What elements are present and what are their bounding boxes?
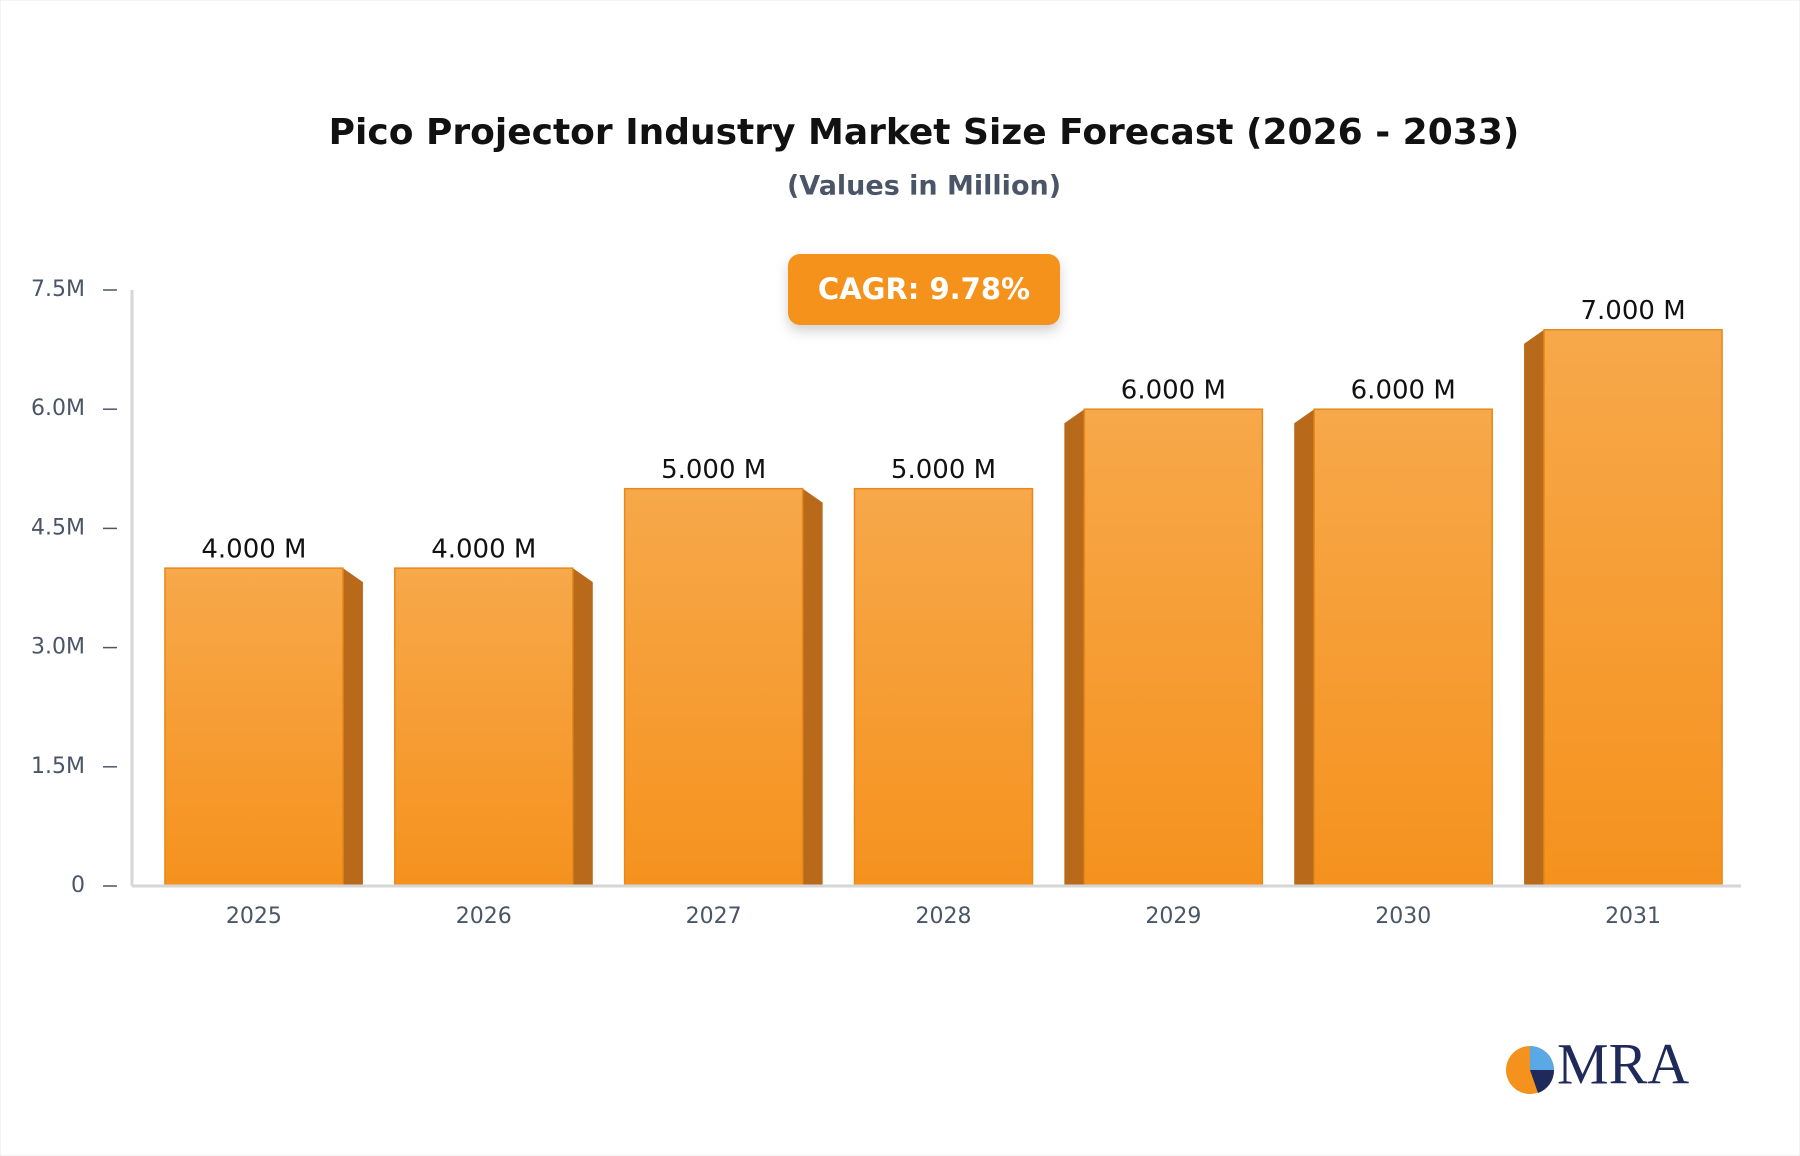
value-label: 7.000 M (1581, 296, 1686, 326)
x-tick-label: 2026 (456, 904, 512, 929)
bar-side (802, 488, 823, 886)
bar-side (1524, 329, 1545, 886)
y-tick-label: 1.5M (31, 754, 85, 779)
x-tick-label: 2031 (1605, 904, 1661, 929)
value-label: 6.000 M (1121, 376, 1226, 406)
y-tick-label: 6.0M (31, 396, 85, 421)
value-label: 4.000 M (431, 535, 536, 565)
bar (394, 567, 574, 887)
bar-side (572, 568, 593, 886)
logo-icon-slice (1530, 1046, 1554, 1070)
y-tick-label: 3.0M (31, 635, 85, 660)
x-tick-label: 2029 (1145, 904, 1201, 929)
bar (164, 567, 344, 887)
bar-side (1294, 409, 1315, 886)
x-tick-label: 2030 (1375, 904, 1431, 929)
cagr-label: CAGR: 9.78% (818, 272, 1030, 306)
bar-side (342, 568, 363, 886)
value-label: 5.000 M (661, 455, 766, 485)
y-tick-label: 0 (71, 873, 85, 898)
x-tick-label: 2028 (916, 904, 972, 929)
bar (623, 487, 804, 887)
logo: MRA (1506, 1031, 1689, 1096)
logo-icon-slice (1530, 1070, 1555, 1093)
bar (1543, 328, 1723, 887)
bar (1083, 408, 1264, 887)
y-tick-label: 4.5M (31, 515, 85, 540)
x-tick-label: 2025 (226, 904, 282, 929)
bar-side (1064, 409, 1085, 886)
value-label: 4.000 M (201, 535, 306, 565)
bar (1313, 408, 1493, 887)
x-tick-label: 2027 (686, 904, 742, 929)
chart-subtitle: (Values in Million) (787, 171, 1061, 202)
bar (853, 487, 1034, 887)
cagr-badge (788, 254, 1060, 325)
value-label: 6.000 M (1351, 376, 1456, 406)
logo-text: MRA (1557, 1031, 1689, 1096)
value-label: 5.000 M (891, 455, 996, 485)
chart-title: Pico Projector Industry Market Size Fore… (329, 112, 1520, 153)
y-tick-label: 7.5M (31, 277, 85, 302)
